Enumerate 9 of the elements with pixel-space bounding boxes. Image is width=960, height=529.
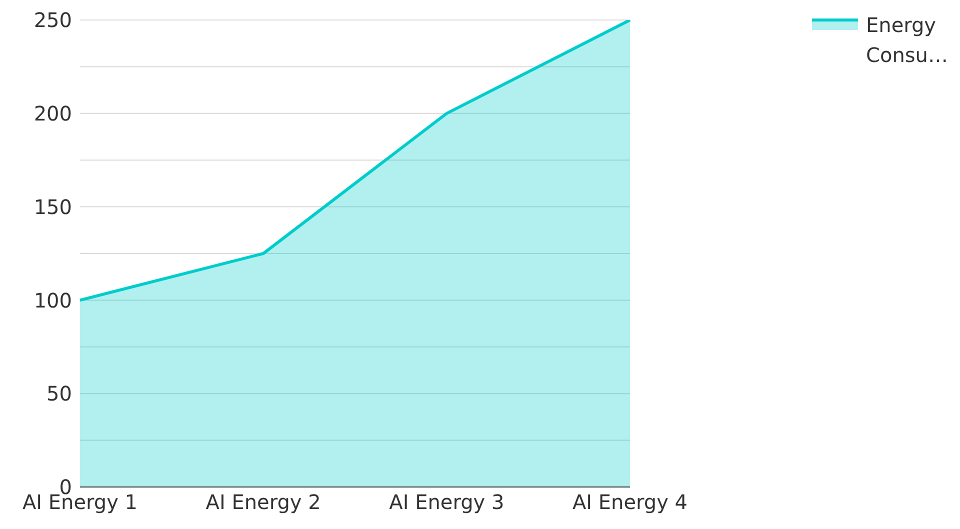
y-tick-label: 200 [34, 102, 72, 126]
y-tick-label: 50 [46, 382, 72, 406]
x-tick-label: AI Energy 4 [572, 490, 688, 514]
x-tick-label: AI Energy 2 [206, 490, 321, 514]
y-tick-label: 100 [34, 288, 72, 312]
y-tick-label: 150 [34, 194, 72, 219]
legend-label: Energy Consu… [866, 12, 949, 69]
y-tick-label: 250 [34, 8, 72, 32]
x-tick-label: AI Energy 3 [389, 490, 504, 514]
